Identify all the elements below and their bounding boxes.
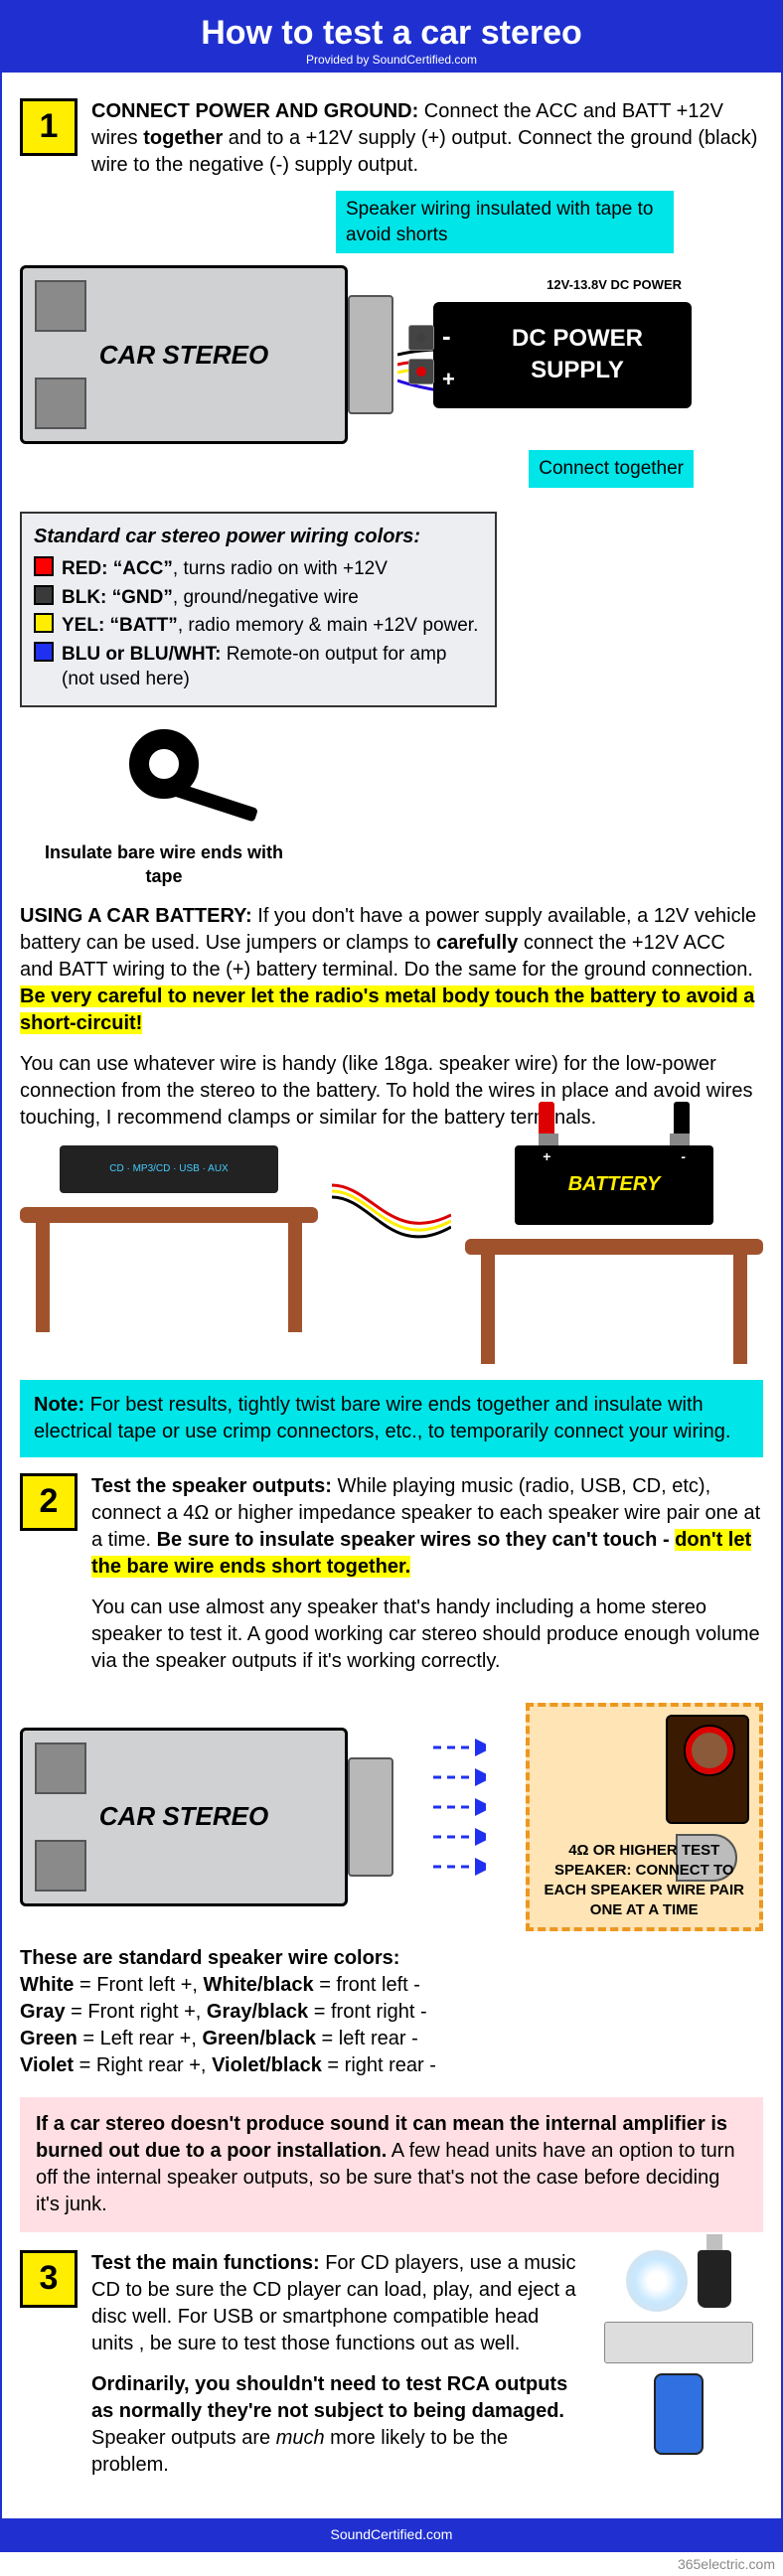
note-box: Note: For best results, tightly twist ba… [20, 1380, 763, 1457]
wire-run-icon [332, 1145, 451, 1285]
speaker-icon [666, 1715, 749, 1824]
head-unit-icon [604, 2322, 753, 2363]
test-speaker-box: 4Ω OR HIGHER TEST SPEAKER: CONNECT TO EA… [526, 1703, 764, 1931]
speaker-color-guide: These are standard speaker wire colors: … [20, 1945, 763, 2079]
car-stereo-icon: CAR STEREO [20, 1728, 348, 1906]
power-supply-icon: -+ DC POWER SUPPLY [433, 302, 692, 408]
infographic-page: How to test a car stereo Provided by Sou… [0, 0, 783, 2552]
psu-label: 12V-13.8V DC POWER [547, 276, 682, 294]
step-3-text: Test the main functions: For CD players,… [91, 2250, 580, 2493]
psu-block: 12V-13.8V DC POWER -+ DC POWER SUPPLY [433, 302, 692, 408]
step-number: 3 [20, 2250, 78, 2308]
page-subtitle: Provided by SoundCertified.com [2, 53, 781, 67]
car-stereo-icon: CAR STEREO [20, 265, 348, 444]
media-icons [594, 2250, 763, 2455]
usb-icon [698, 2250, 731, 2308]
battery-para-1: USING A CAR BATTERY: If you don't have a… [20, 903, 763, 1037]
page-title: How to test a car stereo [2, 14, 781, 53]
step-2-text: Test the speaker outputs: While playing … [91, 1473, 763, 1689]
content: 1 CONNECT POWER AND GROUND: Connect the … [2, 73, 781, 2518]
battery-icon: +- BATTERY [515, 1145, 713, 1225]
step-1-text: CONNECT POWER AND GROUND: Connect the AC… [91, 98, 763, 179]
tape-tip: Insulate bare wire ends with tape [40, 721, 288, 889]
step-1: 1 CONNECT POWER AND GROUND: Connect the … [20, 98, 763, 179]
wiring-legend: Standard car stereo power wiring colors:… [20, 512, 497, 707]
callout-2: Connect together [20, 450, 694, 488]
warning-box: If a car stereo doesn't produce sound it… [20, 2097, 763, 2232]
footer: SoundCertified.com [2, 2518, 781, 2550]
battery-para-2: You can use whatever wire is handy (like… [20, 1051, 763, 1132]
car-radio-icon: CD · MP3/CD · USB · AUX [60, 1145, 278, 1193]
title-bar: How to test a car stereo Provided by Sou… [2, 2, 781, 73]
cd-icon [626, 2250, 688, 2312]
legend-row: Standard car stereo power wiring colors:… [20, 498, 763, 889]
diagram-speaker: CAR STEREO 4Ω OR HIGHER TEST SPEAKER: CO… [20, 1703, 763, 1931]
table-stereo: CD · MP3/CD · USB · AUX [20, 1145, 318, 1364]
step-3: 3 Test the main functions: For CD player… [20, 2250, 763, 2493]
step-number: 2 [20, 1473, 78, 1531]
step-number: 1 [20, 98, 78, 156]
step-2: 2 Test the speaker outputs: While playin… [20, 1473, 763, 1689]
table-battery: +- BATTERY [465, 1145, 763, 1364]
tape-roll-icon [129, 729, 199, 799]
diagram-power: CAR STEREO 12V-13.8V DC POWER -+ DC POWE… [20, 265, 763, 444]
attribution: 365electric.com [0, 2552, 783, 2576]
battery-scene: CD · MP3/CD · USB · AUX +- BATTERY [20, 1145, 763, 1364]
callout-1: Speaker wiring insulated with tape to av… [20, 191, 674, 253]
arrows-icon [433, 1728, 486, 1906]
phone-icon [654, 2373, 704, 2455]
